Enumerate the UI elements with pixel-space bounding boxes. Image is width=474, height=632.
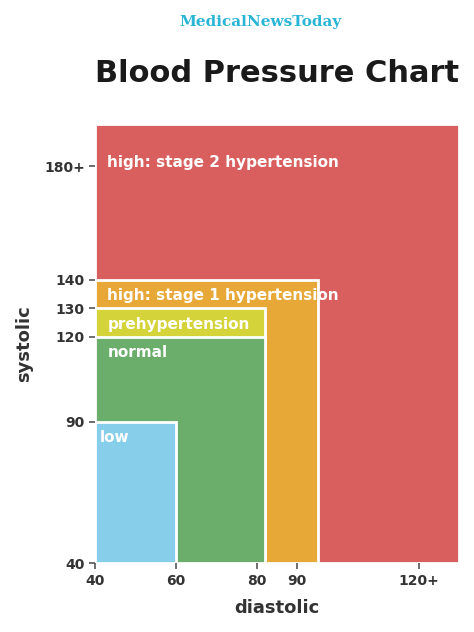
Text: high: stage 1 hypertension: high: stage 1 hypertension [108,288,339,303]
Text: normal: normal [108,345,167,360]
Text: low: low [100,430,129,445]
X-axis label: diastolic: diastolic [235,599,320,617]
Bar [95,337,265,564]
Text: MedicalNewsToday: MedicalNewsToday [180,15,342,29]
Title: Blood Pressure Chart: Blood Pressure Chart [95,59,459,88]
Bar [95,308,265,564]
Y-axis label: systolic: systolic [15,305,33,382]
Bar [95,280,318,564]
Text: prehypertension: prehypertension [108,317,250,332]
Bar [95,422,176,564]
Text: high: stage 2 hypertension: high: stage 2 hypertension [108,155,339,170]
